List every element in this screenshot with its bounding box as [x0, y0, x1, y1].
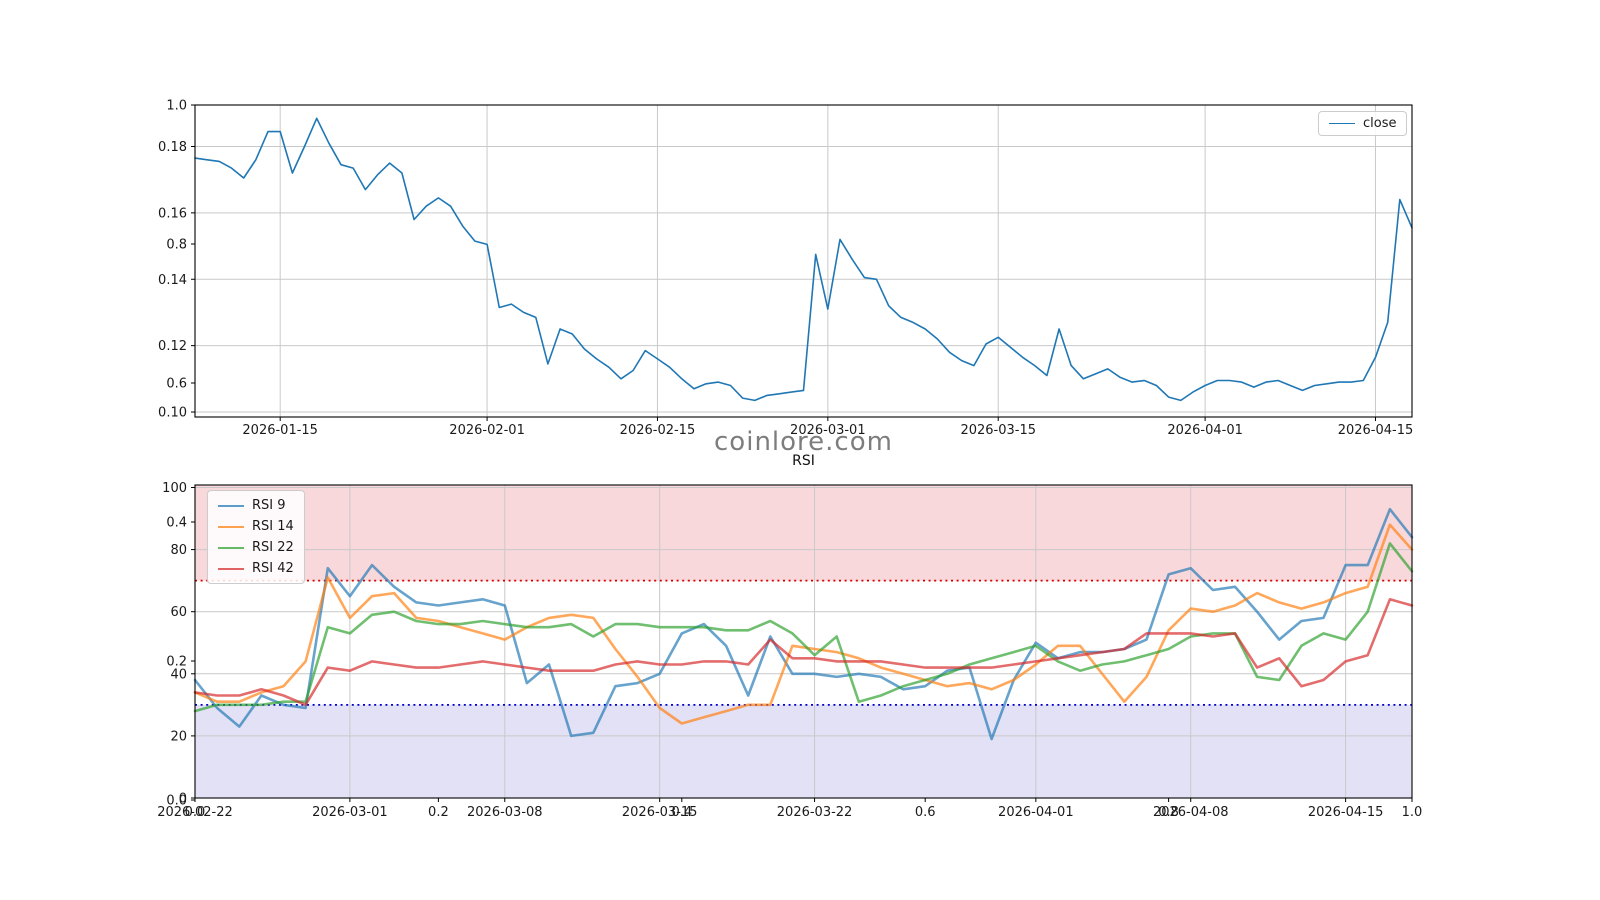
legend-row-rsi42: RSI 42 [218, 560, 294, 577]
x-tick-label: 2026-04-15 [1308, 805, 1384, 820]
threshold-band [195, 704, 1412, 798]
y-tick-label: 0.14 [158, 273, 187, 288]
x-tick-label: 2026-03-15 [622, 805, 698, 820]
legend-row-rsi9: RSI 9 [218, 497, 294, 514]
y-tick-label: 0.16 [158, 206, 187, 221]
threshold-band [195, 485, 1412, 581]
rsi-9-line [193, 507, 1414, 741]
y-tick-label: 0.12 [158, 339, 187, 354]
y-tick-label: 20 [170, 729, 187, 744]
legend-close: close [1318, 111, 1408, 136]
watermark: coinlore.com [714, 427, 893, 457]
overlay-x-tick-label: 0.6 [915, 805, 936, 820]
axes-frame [194, 484, 1413, 799]
overlay-y-tick-label: 0.0 [166, 794, 187, 809]
legend-label-close: close [1363, 116, 1397, 131]
overlay-x-tick-label: 0.2 [428, 805, 449, 820]
y-tick-label: 0 [179, 792, 187, 807]
x-tick-label: 2026-01-15 [242, 423, 318, 438]
y-tick-label: 0.10 [158, 406, 187, 421]
overlay-x-tick-label: 0.8 [1158, 805, 1179, 820]
overlay-x-tick-label: 1.0 [1402, 805, 1423, 820]
x-tick-label: 2026-03-22 [777, 805, 853, 820]
close-line [194, 117, 1413, 402]
x-tick-label: 2026-03-08 [467, 805, 543, 820]
overlay-y-tick-label: 0.8 [166, 238, 187, 253]
close-line-sample-icon [1329, 123, 1355, 124]
legend-label-rsi42: RSI 42 [252, 561, 294, 576]
legend-label-rsi9: RSI 9 [252, 498, 286, 513]
x-tick-label: 2026-04-15 [1338, 423, 1414, 438]
legend-label-rsi22: RSI 22 [252, 540, 294, 555]
overlay-y-tick-label: 0.4 [166, 516, 187, 531]
y-tick-label: 100 [162, 481, 187, 496]
x-tick-label: 2026-04-08 [1153, 805, 1229, 820]
y-tick-label: 40 [170, 667, 187, 682]
legend-row-rsi14: RSI 14 [218, 518, 294, 535]
rsi-22-line [193, 542, 1414, 713]
y-tick-label: 60 [170, 605, 187, 620]
rsi22-line-sample-icon [218, 546, 244, 549]
x-tick-label: 2026-02-01 [449, 423, 525, 438]
x-tick-label: 2026-04-01 [998, 805, 1074, 820]
x-tick-label: 2026-03-01 [790, 423, 866, 438]
rsi14-line-sample-icon [218, 525, 244, 528]
overlay-y-tick-label: 0.2 [166, 655, 187, 670]
rsi42-line-sample-icon [218, 567, 244, 570]
overlay-x-tick-label: 0.0 [185, 805, 206, 820]
rsi-42-line [193, 597, 1414, 707]
overlay-y-tick-label: 1.0 [166, 99, 187, 114]
legend-label-rsi14: RSI 14 [252, 519, 294, 534]
x-tick-label: 2026-02-22 [157, 805, 233, 820]
x-tick-label: 2026-02-15 [620, 423, 696, 438]
y-tick-label: 80 [170, 543, 187, 558]
overlay-x-tick-label: 0.4 [671, 805, 692, 820]
legend-rsi: RSI 9 RSI 14 RSI 22 RSI 42 [207, 490, 305, 584]
y-tick-label: 0.18 [158, 140, 187, 155]
rsi-section-title: RSI [792, 453, 815, 469]
axes-frame [194, 104, 1413, 418]
rsi-14-line [193, 523, 1414, 725]
legend-row-rsi22: RSI 22 [218, 539, 294, 556]
x-tick-label: 2026-03-01 [312, 805, 388, 820]
x-tick-label: 2026-04-01 [1167, 423, 1243, 438]
rsi9-line-sample-icon [218, 504, 244, 507]
x-tick-label: 2026-03-15 [960, 423, 1036, 438]
overlay-y-tick-label: 0.6 [166, 377, 187, 392]
